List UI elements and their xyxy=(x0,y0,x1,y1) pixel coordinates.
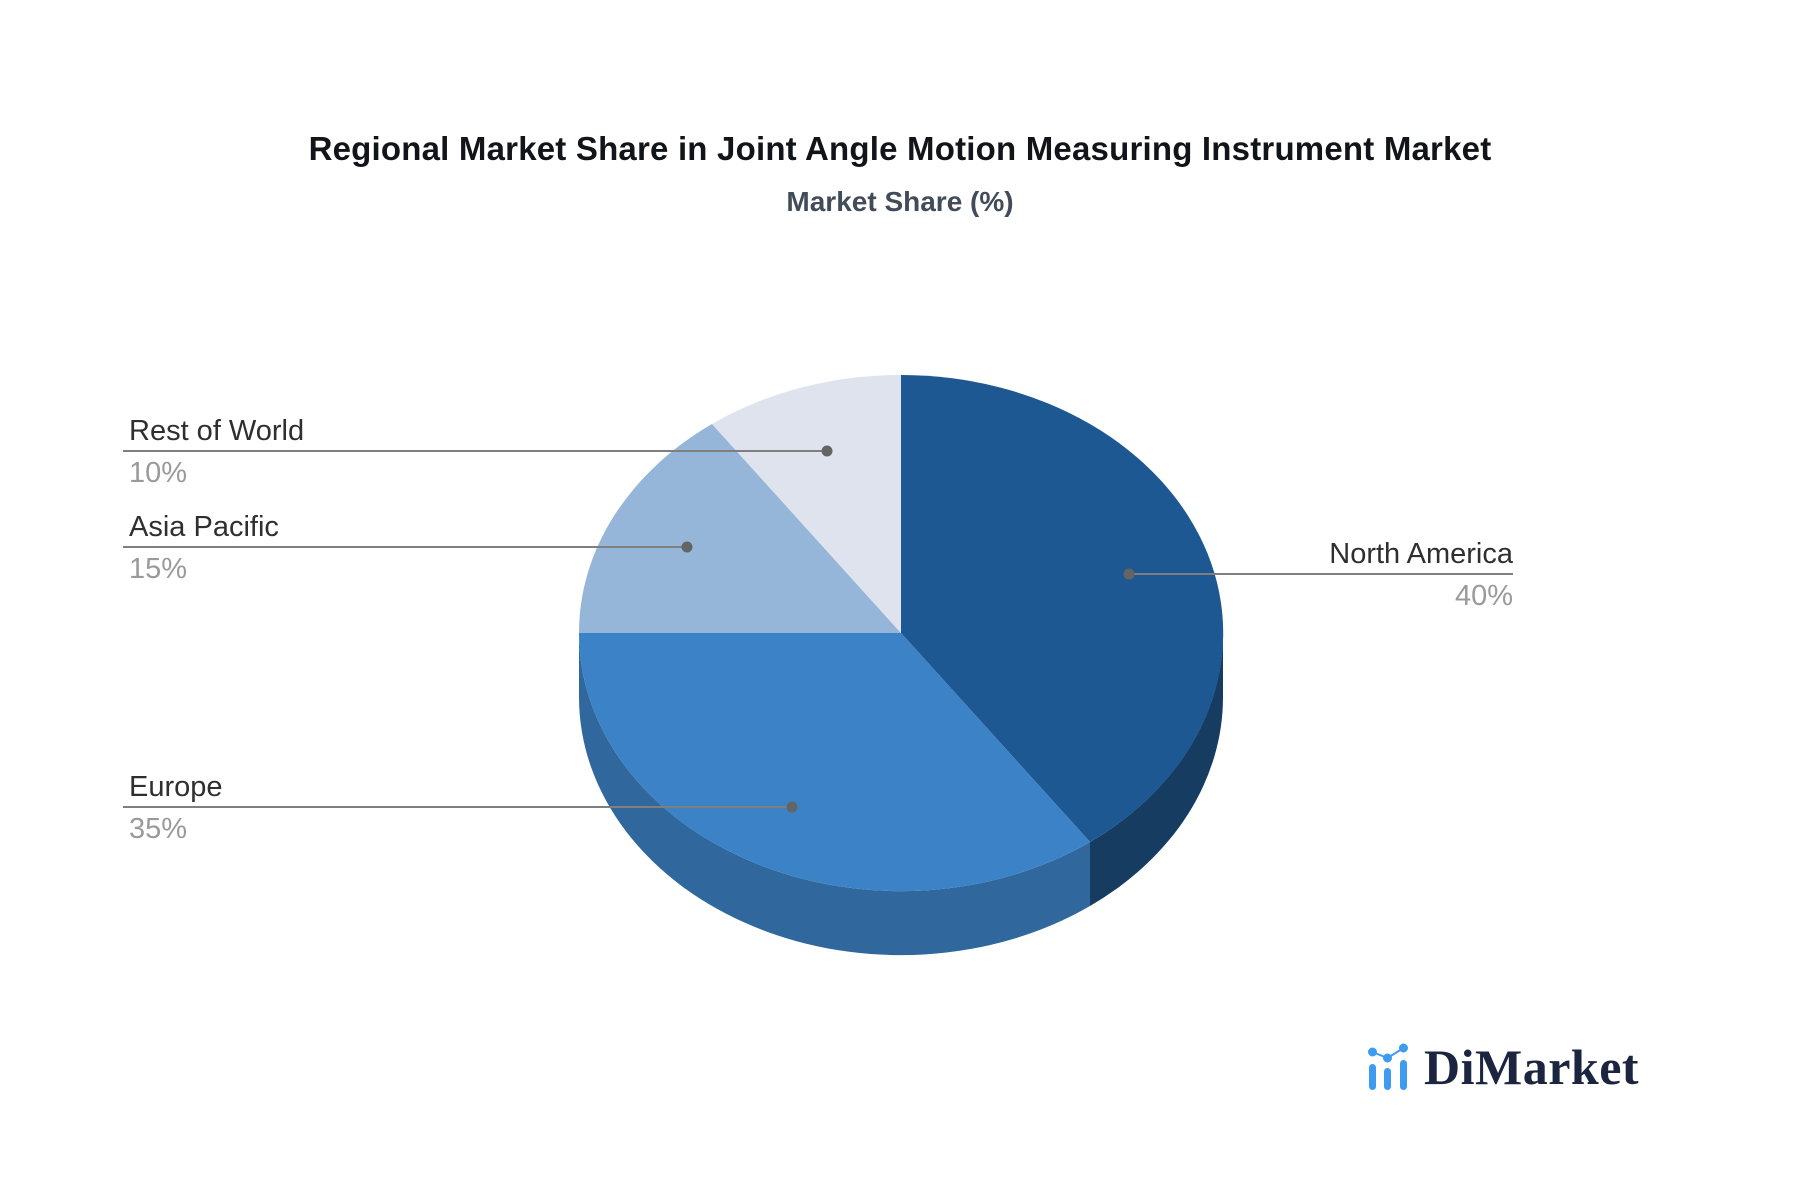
pie-slice-rest-of-world[interactable] xyxy=(712,374,901,633)
pie-slice-europe[interactable] xyxy=(578,633,1090,892)
label-europe: Europe xyxy=(129,771,223,803)
bar-chart-logo-icon xyxy=(1368,1043,1408,1090)
leader-dot-north-america xyxy=(1123,568,1135,580)
dimarket-logo: DiMarket xyxy=(1366,1040,1639,1092)
value-asia-pacific: 15% xyxy=(129,553,188,585)
leader-dot-europe xyxy=(786,801,798,813)
label-asia-pacific: Asia Pacific xyxy=(129,511,279,543)
value-rest-of-world: 10% xyxy=(129,457,188,489)
pie-slice-asia-pacific[interactable] xyxy=(578,424,901,633)
label-rest-of-world: Rest of World xyxy=(129,415,305,447)
pie-slice-europe-side xyxy=(578,633,1090,956)
chart-title: Regional Market Share in Joint Angle Mot… xyxy=(308,130,1492,167)
chart-subtitle: Market Share (%) xyxy=(786,186,1014,217)
value-europe: 35% xyxy=(129,813,188,845)
pie-slice-north-america-side xyxy=(1090,633,1223,906)
label-north-america: North America xyxy=(1329,538,1513,570)
value-north-america: 40% xyxy=(1454,580,1513,612)
leader-dot-asia-pacific xyxy=(681,541,693,553)
leader-dot-rest-of-world xyxy=(821,445,833,457)
logo-text: DiMarket xyxy=(1424,1039,1640,1095)
pie-slice-north-america[interactable] xyxy=(901,374,1224,842)
